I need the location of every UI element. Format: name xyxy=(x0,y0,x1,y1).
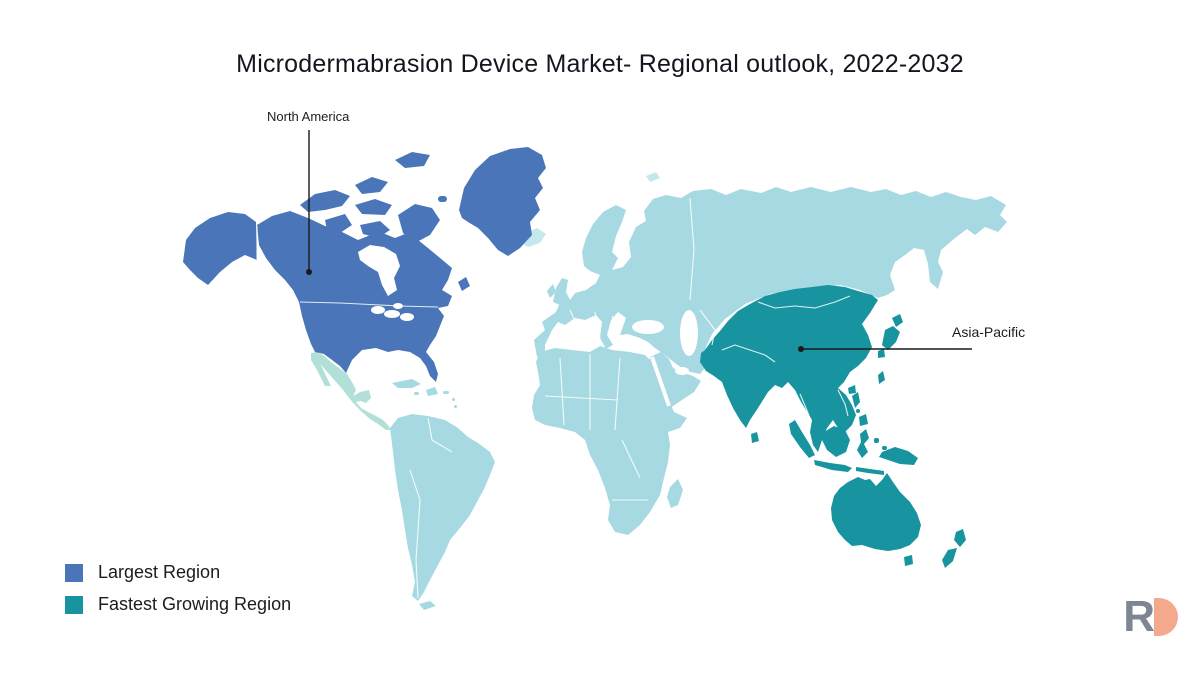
map-arctic-4 xyxy=(355,199,392,215)
map-japan-honshu xyxy=(882,326,900,350)
map-philippines-mindanao xyxy=(859,414,868,426)
region-fastest-growing xyxy=(700,285,966,568)
region-largest xyxy=(183,147,546,382)
map-hispaniola xyxy=(426,387,438,396)
border-indochina xyxy=(799,393,811,419)
asia-pacific-label: Asia-Pacific xyxy=(952,324,1026,340)
legend-item-largest-region: Largest Region xyxy=(65,562,291,583)
region-other-alt xyxy=(311,352,391,430)
legend-item-fastest-growing-region: Fastest Growing Region xyxy=(65,594,291,615)
map-borneo xyxy=(822,426,850,457)
border-china-india xyxy=(721,344,776,363)
map-svalbard xyxy=(646,172,660,182)
map-baffin xyxy=(398,204,440,243)
border-ural xyxy=(689,197,695,301)
map-arctic-3 xyxy=(395,152,430,168)
map-nz-south xyxy=(942,548,957,568)
north-america-leader-dot xyxy=(306,269,312,275)
map-tasmania xyxy=(904,555,913,566)
border-europe-3 xyxy=(611,315,621,337)
map-philippines-luzon xyxy=(852,392,860,408)
caspian-sea xyxy=(680,310,698,356)
map-asia-pacific-mainland xyxy=(700,285,878,452)
asia-pacific-leader-dot xyxy=(798,346,804,352)
fastest-growing-region-label: Fastest Growing Region xyxy=(98,594,292,614)
logo-d-mark-icon xyxy=(1154,598,1178,636)
annotation-lines xyxy=(306,130,972,352)
largest-region-swatch xyxy=(65,563,83,582)
map-arctic-1 xyxy=(300,190,350,212)
map-nz-north xyxy=(954,529,966,547)
border-us-canada xyxy=(299,301,439,308)
map-uk xyxy=(553,278,570,306)
chart-title: Microdermabrasion Device Market- Regiona… xyxy=(236,50,964,78)
map-alaska xyxy=(183,212,257,285)
brand-logo: R xyxy=(1123,592,1178,641)
border-africa-4 xyxy=(544,395,619,401)
map-canada-usa xyxy=(257,211,452,382)
map-south-america xyxy=(390,414,495,601)
map-antilles-1 xyxy=(452,398,455,401)
map-moluccas-2 xyxy=(882,446,887,450)
map-taiwan xyxy=(878,371,885,384)
black-sea xyxy=(632,320,664,334)
border-europe-2 xyxy=(594,311,601,339)
border-south-america-2 xyxy=(409,469,421,599)
great-lake-3 xyxy=(400,313,414,321)
map-water-overlays xyxy=(358,245,698,407)
map-jamaica xyxy=(414,392,419,395)
map-arctic-6 xyxy=(438,196,447,202)
border-kazakhstan xyxy=(699,309,716,346)
map-lesser-sunda xyxy=(856,467,884,475)
map-arctic-2 xyxy=(355,177,388,194)
map-cuba xyxy=(392,379,421,388)
border-africa-1 xyxy=(559,357,565,426)
map-antilles-2 xyxy=(454,405,457,408)
border-vietnam xyxy=(837,389,849,417)
border-africa-3 xyxy=(614,357,621,431)
red-sea xyxy=(650,356,671,407)
great-lake-2 xyxy=(384,310,400,318)
map-puerto-rico xyxy=(443,391,449,394)
north-america-label: North America xyxy=(267,109,350,124)
map-japan-kyushu xyxy=(878,349,885,358)
great-lake-1 xyxy=(371,306,385,314)
map-korea xyxy=(855,332,870,359)
map-africa xyxy=(532,346,687,535)
border-africa-5 xyxy=(621,439,641,479)
map-australia xyxy=(831,473,921,551)
largest-region-label: Largest Region xyxy=(98,562,221,582)
map-philippines-visayas xyxy=(856,409,860,413)
map-sulawesi xyxy=(857,429,869,458)
map-moluccas-1 xyxy=(874,438,879,443)
region-other-landmass xyxy=(390,187,1007,610)
map-sri-lanka xyxy=(751,432,759,443)
border-south-america-1 xyxy=(427,417,453,453)
map-arctic-5 xyxy=(360,221,390,238)
map-madagascar xyxy=(667,479,683,508)
country-borders xyxy=(256,197,851,599)
map-greenland xyxy=(459,147,546,256)
fastest-growing-region-swatch xyxy=(65,595,83,614)
map-new-guinea xyxy=(879,447,918,465)
map-tierra-del-fuego xyxy=(419,601,436,610)
map-victoria-island xyxy=(325,214,352,233)
map-japan-hokkaido xyxy=(892,314,903,327)
hudson-bay xyxy=(358,245,400,296)
legend: Largest Region Fastest Growing Region xyxy=(65,562,291,615)
map-newfoundland xyxy=(458,277,470,291)
persian-gulf xyxy=(675,367,689,375)
map-hainan xyxy=(848,385,856,394)
logo-letter-r: R xyxy=(1123,592,1155,641)
map-arabia xyxy=(648,352,701,408)
map-baja xyxy=(311,352,331,386)
border-mongolia xyxy=(757,295,851,309)
border-europe-1 xyxy=(569,309,579,329)
map-java xyxy=(814,460,852,472)
map-ireland xyxy=(547,284,556,298)
map-mexico-central-america xyxy=(316,352,391,430)
map-sumatra xyxy=(789,420,815,458)
